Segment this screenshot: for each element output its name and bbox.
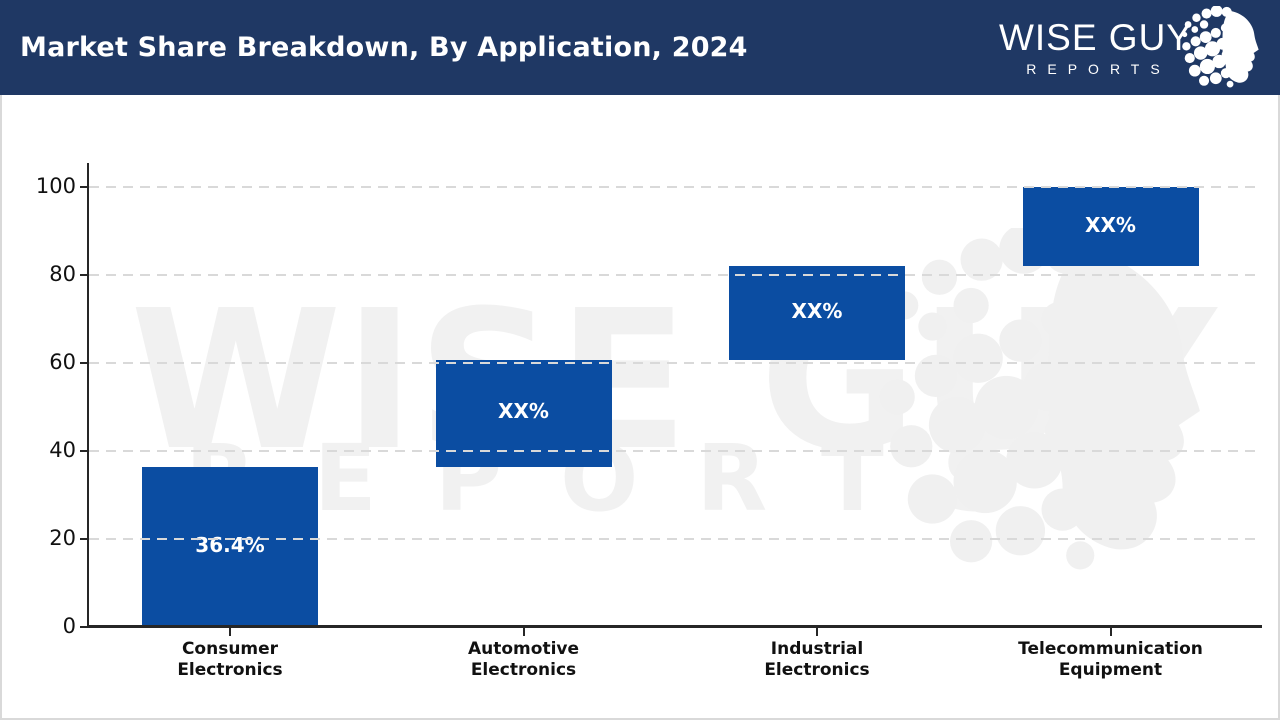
- x-axis-tick: [816, 628, 818, 636]
- y-axis-tick: [80, 625, 88, 628]
- y-axis-tick-label: 80: [49, 261, 76, 286]
- y-axis-tick: [80, 449, 88, 452]
- watermark-head-icon: [879, 228, 1200, 570]
- brand-logo: WISE GUY REPORTS: [999, 5, 1262, 90]
- header-bar: Market Share Breakdown, By Application, …: [0, 0, 1280, 95]
- category-label: Consumer Electronics: [177, 639, 283, 680]
- bar-value-label: XX%: [498, 399, 549, 424]
- y-axis-tick: [80, 273, 88, 276]
- brand-name: WISE GUY: [998, 17, 1192, 58]
- x-axis-line: [87, 625, 1262, 628]
- category-label: Industrial Electronics: [764, 639, 870, 680]
- brand-logo-text: WISE GUY REPORTS: [999, 19, 1192, 76]
- bar-value-label: XX%: [1085, 212, 1136, 237]
- category-label: Telecommunication Equipment: [1018, 639, 1203, 680]
- y-axis-tick: [80, 186, 88, 188]
- page-title: Market Share Breakdown, By Application, …: [20, 32, 748, 63]
- x-axis-tick: [1109, 628, 1112, 636]
- gridline: [89, 537, 1262, 540]
- y-axis-tick-label: 100: [35, 174, 76, 198]
- y-axis-tick-label: 60: [49, 349, 76, 374]
- y-axis-tick-label: 0: [62, 613, 76, 638]
- y-axis-tick-label: 40: [49, 437, 76, 462]
- bar-segment: XX%: [1022, 187, 1199, 267]
- category-label: Automotive Electronics: [467, 639, 580, 680]
- bar-value-label: XX%: [791, 299, 843, 324]
- y-axis-tick: [80, 361, 88, 364]
- gridline: [89, 361, 1262, 364]
- y-axis-tick: [80, 537, 88, 540]
- gridline: [89, 186, 1262, 188]
- gridline: [89, 449, 1262, 452]
- bar-value-label: 36.4%: [195, 532, 265, 557]
- bar-segment: XX%: [435, 360, 612, 467]
- brand-head-icon: [1182, 5, 1259, 87]
- y-axis-tick-label: 20: [49, 525, 76, 550]
- bar-segment: 36.4%: [142, 466, 318, 627]
- bar-segment: XX%: [729, 266, 905, 361]
- x-axis-tick: [229, 628, 231, 636]
- y-axis-line: [87, 163, 89, 627]
- x-axis-tick: [522, 628, 525, 636]
- gridline: [89, 273, 1262, 276]
- brand-subtitle: REPORTS: [1026, 61, 1171, 77]
